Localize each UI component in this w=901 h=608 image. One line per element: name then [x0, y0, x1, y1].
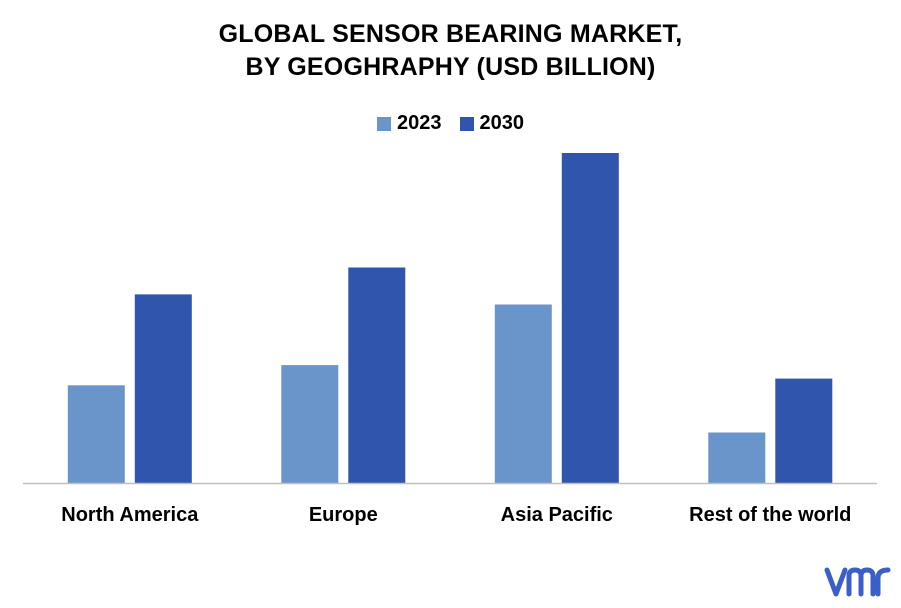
legend-swatch-2023: [377, 116, 391, 131]
x-tick-label: Europe: [309, 504, 378, 526]
bar-2030-asia-pacific: [561, 153, 619, 483]
legend-label-2023: 2023: [397, 112, 442, 134]
chart-title: GLOBAL SENSOR BEARING MARKET, BY GEOGHRA…: [0, 18, 901, 84]
chart-legend: 2023 2030: [0, 112, 901, 135]
bar-2023-rest-of-the-world: [708, 432, 766, 483]
chart-title-line2: BY GEOGHRAPHY (USD BILLION): [245, 53, 656, 81]
vmr-logo-icon: [824, 567, 891, 597]
x-tick-label: Asia Pacific: [501, 504, 613, 526]
legend-item-2023: 2023: [377, 112, 442, 135]
legend-label-2030: 2030: [479, 112, 525, 134]
bar-2030-europe: [348, 267, 406, 483]
x-tick-label: North America: [61, 504, 199, 526]
bar-2030-north-america: [134, 294, 192, 483]
bar-2023-asia-pacific: [494, 304, 552, 483]
chart-title-line1: GLOBAL SENSOR BEARING MARKET,: [218, 20, 683, 48]
bar-2023-europe: [281, 365, 339, 483]
legend-swatch-2030: [459, 116, 474, 131]
bar-2023-north-america: [67, 385, 125, 483]
x-tick-label: Rest of the world: [689, 504, 851, 526]
legend-item-2030: 2030: [459, 112, 525, 135]
bar-2030-rest-of-the-world: [775, 378, 833, 483]
